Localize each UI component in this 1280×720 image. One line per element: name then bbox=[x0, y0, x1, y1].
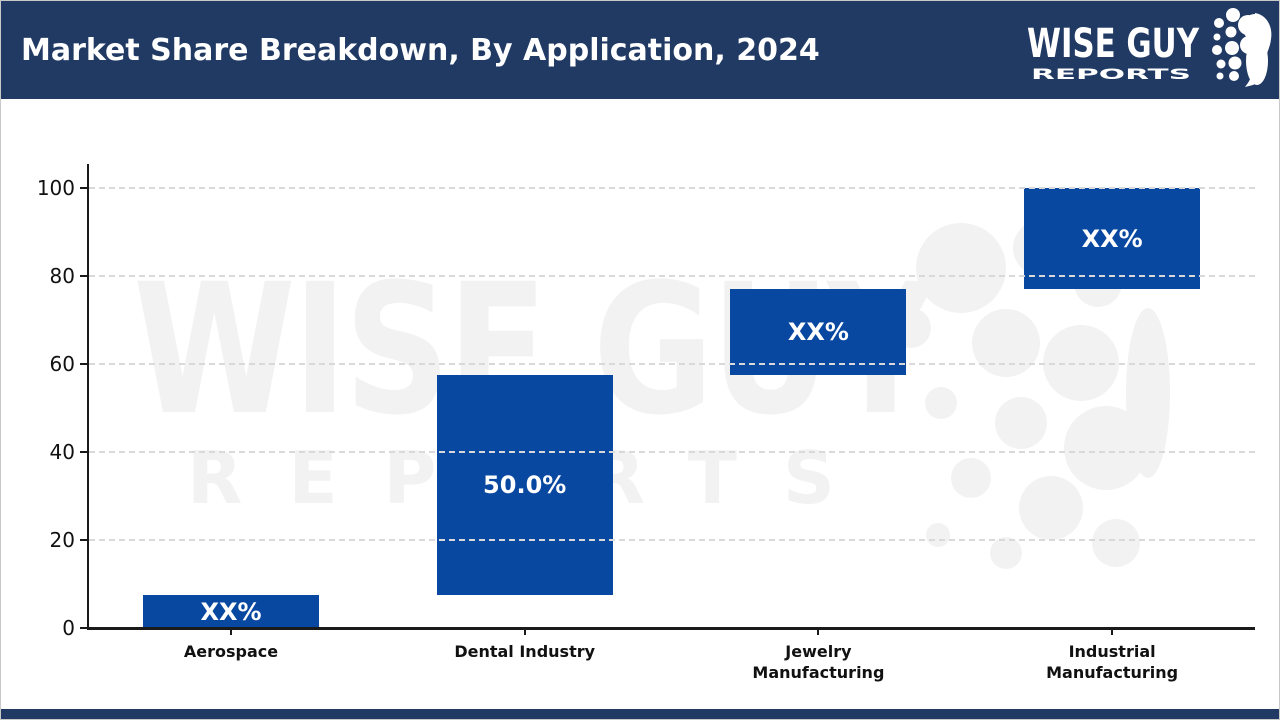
y-tick-label: 0 bbox=[62, 616, 75, 640]
logo-text-line2: REPORTS bbox=[1031, 67, 1191, 83]
y-tick-mark bbox=[80, 363, 88, 365]
wise-guy-reports-logo: WISE GUY REPORTS bbox=[1027, 8, 1272, 87]
x-category-label: Aerospace bbox=[183, 642, 279, 661]
x-axis bbox=[87, 627, 1255, 630]
bar-value-label: XX% bbox=[787, 318, 849, 347]
y-tick-mark bbox=[80, 539, 88, 541]
y-tick-label: 40 bbox=[49, 440, 75, 464]
y-tick-label: 20 bbox=[49, 528, 75, 552]
grid-line bbox=[89, 275, 1255, 277]
x-category-label: Industrial Manufacturing bbox=[1046, 642, 1179, 682]
y-tick-label: 100 bbox=[36, 176, 75, 200]
x-tick-mark bbox=[1111, 628, 1114, 635]
y-tick-label: 80 bbox=[49, 264, 75, 288]
bar: XX% bbox=[1024, 188, 1201, 290]
x-category-label: Jewelry Manufacturing bbox=[752, 642, 885, 682]
x-tick-mark bbox=[817, 628, 820, 635]
y-axis bbox=[87, 164, 89, 630]
grid-line bbox=[89, 363, 1255, 365]
bar-value-label: XX% bbox=[1081, 224, 1143, 253]
grid-line bbox=[89, 187, 1255, 189]
page-title: Market Share Breakdown, By Application, … bbox=[21, 32, 820, 68]
footer-bar bbox=[1, 709, 1279, 719]
x-tick-mark bbox=[230, 628, 232, 635]
x-category-label: Dental Industry bbox=[454, 642, 596, 661]
bar: XX% bbox=[143, 595, 319, 628]
x-tick-mark bbox=[523, 628, 526, 635]
logo-text-line1: WISE GUY bbox=[1027, 21, 1200, 67]
grid-line bbox=[89, 451, 1255, 453]
bar: 50.0% bbox=[436, 375, 613, 595]
grid-line bbox=[89, 539, 1255, 541]
bar-value-label: 50.0% bbox=[483, 471, 567, 499]
y-tick-label: 60 bbox=[49, 352, 75, 376]
y-tick-mark bbox=[80, 627, 88, 629]
y-tick-mark bbox=[80, 451, 88, 453]
header-bar: Market Share Breakdown, By Application, … bbox=[1, 1, 1279, 99]
logo-head-icon bbox=[1212, 8, 1272, 87]
y-tick-mark bbox=[80, 275, 88, 277]
y-tick-mark bbox=[80, 187, 88, 189]
bar: XX% bbox=[730, 289, 907, 375]
bar-value-label: XX% bbox=[200, 597, 262, 626]
